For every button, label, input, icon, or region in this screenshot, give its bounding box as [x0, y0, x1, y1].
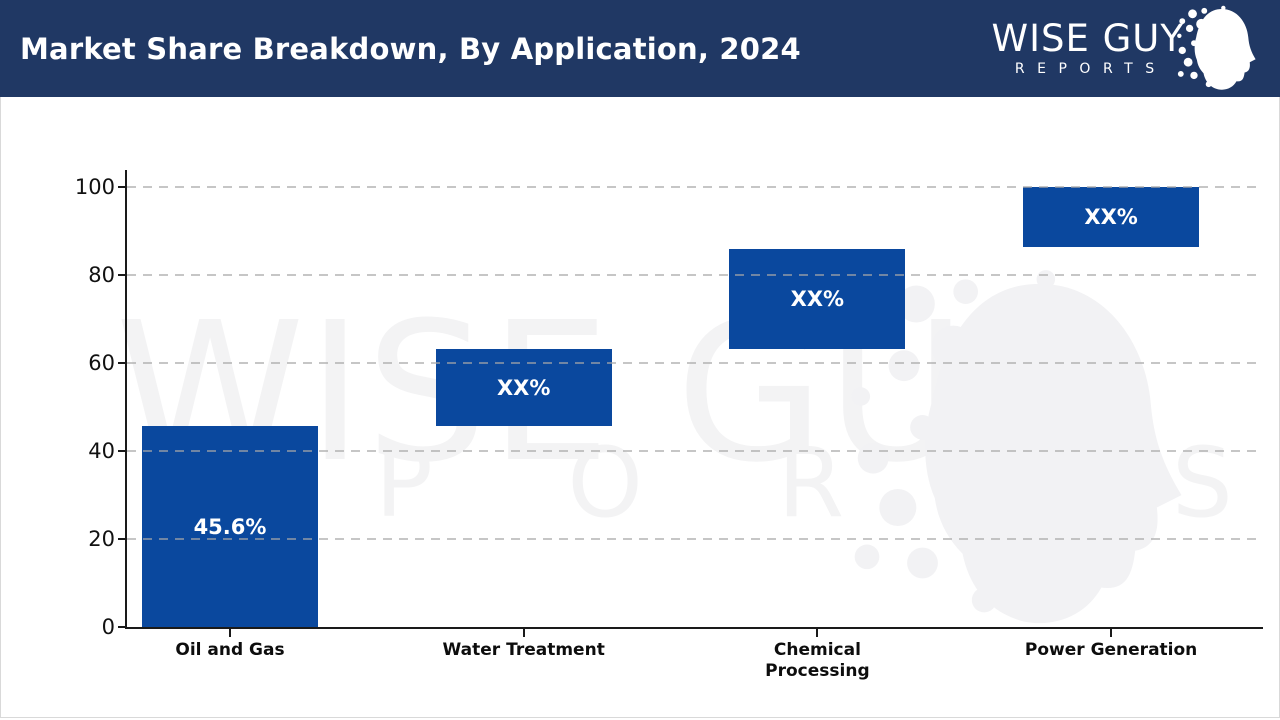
gridline-100 [127, 186, 1263, 188]
bar-water-treatment[interactable]: XX% [435, 349, 612, 427]
x-axis-tick-mark [1110, 629, 1113, 637]
y-axis-tick-mark [118, 186, 127, 188]
bar-chemical-processing[interactable]: XX% [729, 249, 906, 350]
y-axis-tick-label: 0 [101, 615, 115, 639]
y-axis-line [125, 170, 127, 629]
logo-wordmark: WISE GUY [991, 17, 1184, 60]
logo-head-dots-icon [1177, 5, 1256, 90]
x-axis-tick-mark [816, 629, 819, 637]
y-axis-tick-mark [118, 274, 127, 276]
gridline-40 [127, 450, 1263, 452]
y-axis-tick-label: 100 [74, 175, 115, 199]
x-axis-category-label: Power Generation [1024, 640, 1198, 660]
x-axis-tick-mark [229, 629, 231, 637]
bar-value-label: XX% [1084, 205, 1138, 230]
bar-oil-and-gas[interactable]: 45.6% [142, 426, 318, 627]
x-axis-category-label: Chemical Processing [765, 640, 870, 681]
gridline-80 [127, 274, 1263, 276]
gridline-20 [127, 538, 1263, 540]
bar-value-label: XX% [496, 375, 551, 400]
header-band: Market Share Breakdown, By Application, … [0, 0, 1280, 97]
y-axis-tick-label: 60 [88, 351, 115, 375]
x-axis-category-label: Oil and Gas [175, 640, 285, 660]
chart-title: Market Share Breakdown, By Application, … [20, 31, 801, 66]
bar-power-generation[interactable]: XX% [1023, 187, 1200, 248]
y-axis-tick-mark [118, 362, 127, 364]
wise-guy-reports-logo: WISE GUY REPORTS [992, 5, 1262, 93]
y-axis-tick-mark [118, 538, 127, 540]
bar-value-label: XX% [790, 287, 845, 312]
y-axis-tick-label: 40 [88, 439, 115, 463]
y-axis-tick-mark [118, 450, 127, 452]
y-axis-tick-label: 20 [88, 527, 115, 551]
x-axis-category-label: Water Treatment [442, 640, 605, 660]
x-axis-line [125, 627, 1263, 629]
x-axis-tick-mark [522, 629, 525, 637]
y-axis-tick-label: 80 [88, 263, 115, 287]
bar-value-label: 45.6% [193, 514, 267, 539]
logo-text: WISE GUY REPORTS [992, 20, 1184, 77]
logo-subtitle: REPORTS [1014, 61, 1167, 77]
y-axis-tick-mark [118, 626, 127, 628]
gridline-60 [127, 362, 1263, 364]
